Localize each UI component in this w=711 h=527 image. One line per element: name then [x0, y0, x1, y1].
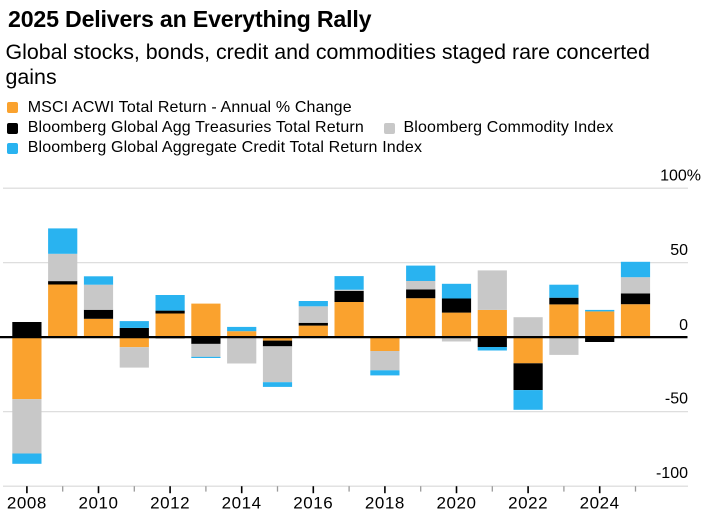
svg-text:2012: 2012 [150, 494, 190, 513]
svg-text:2020: 2020 [436, 494, 476, 513]
svg-text:100%: 100% [660, 168, 701, 185]
svg-text:2016: 2016 [293, 494, 333, 513]
svg-text:-50: -50 [665, 391, 688, 408]
svg-text:0: 0 [679, 317, 688, 334]
svg-text:2018: 2018 [365, 494, 405, 513]
svg-text:2014: 2014 [222, 494, 262, 513]
svg-text:2010: 2010 [78, 494, 118, 513]
svg-text:50: 50 [670, 242, 688, 259]
svg-text:-100: -100 [656, 465, 688, 482]
svg-text:2008: 2008 [7, 494, 47, 513]
svg-text:2022: 2022 [508, 494, 548, 513]
svg-text:2024: 2024 [580, 494, 620, 513]
